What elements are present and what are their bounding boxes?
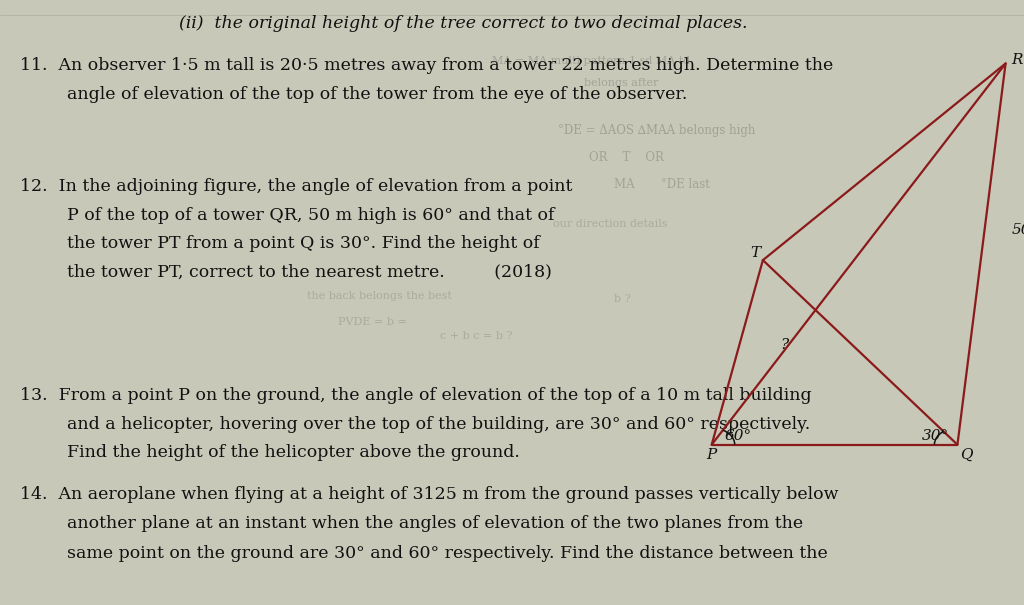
Text: Q: Q: [961, 448, 973, 462]
Text: the back belongs the best: the back belongs the best: [307, 292, 452, 301]
Text: the tower PT from a point Q is 30°. Find the height of: the tower PT from a point Q is 30°. Find…: [67, 235, 540, 252]
Text: MA = MA multi pattern 1 sd MA td: MA = MA multi pattern 1 sd MA td: [492, 56, 690, 65]
Text: 60°: 60°: [725, 428, 752, 443]
Text: (ii)  the original height of the tree correct to two decimal places.: (ii) the original height of the tree cor…: [179, 15, 748, 32]
Text: the tower PT, correct to the nearest metre.         (2018): the tower PT, correct to the nearest met…: [67, 263, 552, 280]
Text: ?: ?: [780, 338, 788, 352]
Text: and a helicopter, hovering over the top of the building, are 30° and 60° respect: and a helicopter, hovering over the top …: [67, 416, 810, 433]
Text: belongs after: belongs after: [584, 78, 658, 88]
Text: PVDE = b =: PVDE = b =: [338, 317, 407, 327]
Text: our direction details: our direction details: [553, 219, 668, 229]
Text: b ?: b ?: [614, 295, 631, 304]
Text: same point on the ground are 30° and 60° respectively. Find the distance between: same point on the ground are 30° and 60°…: [67, 544, 827, 561]
Text: 30°: 30°: [922, 428, 948, 443]
Text: P of the top of a tower QR, 50 m high is 60° and that of: P of the top of a tower QR, 50 m high is…: [67, 207, 554, 224]
Text: c + b c = b ?: c + b c = b ?: [440, 331, 513, 341]
Text: OR    T    OR: OR T OR: [589, 151, 664, 164]
Text: MA       °DE last: MA °DE last: [614, 178, 711, 191]
Text: P: P: [707, 448, 717, 462]
Text: Find the height of the helicopter above the ground.: Find the height of the helicopter above …: [67, 444, 519, 461]
Text: R: R: [1012, 53, 1023, 68]
Text: 12.  In the adjoining figure, the angle of elevation from a point: 12. In the adjoining figure, the angle o…: [20, 178, 572, 195]
Text: 14.  An aeroplane when flying at a height of 3125 m from the ground passes verti: 14. An aeroplane when flying at a height…: [20, 486, 839, 503]
Text: another plane at an instant when the angles of elevation of the two planes from : another plane at an instant when the ang…: [67, 515, 803, 532]
Text: °DE = ΔAOS ∆MAA belongs high: °DE = ΔAOS ∆MAA belongs high: [558, 123, 756, 137]
Text: 50m: 50m: [1012, 223, 1024, 237]
Text: 11.  An observer 1·5 m tall is 20·5 metres away from a tower 22 metres high. Det: 11. An observer 1·5 m tall is 20·5 metre…: [20, 57, 834, 74]
Text: angle of elevation of the top of the tower from the eye of the observer.: angle of elevation of the top of the tow…: [67, 86, 687, 103]
Text: 13.  From a point P on the ground, the angle of elevation of the top of a 10 m t: 13. From a point P on the ground, the an…: [20, 387, 812, 404]
Text: T: T: [751, 246, 761, 260]
